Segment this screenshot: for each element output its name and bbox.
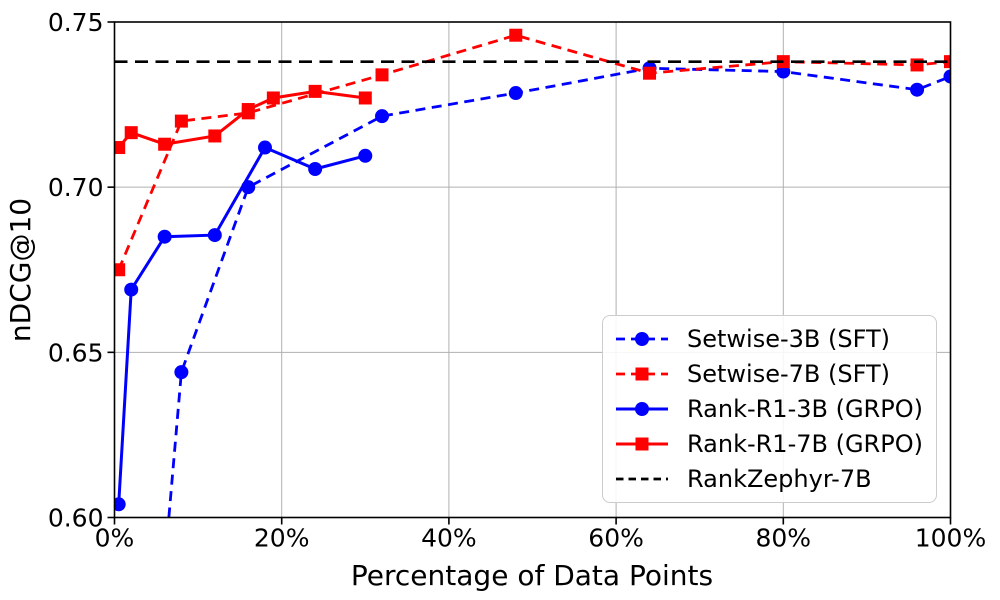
x-tick-label: 80% [756,524,812,553]
x-tick-label: 40% [421,524,477,553]
legend-label: RankZephyr-7B [687,465,872,494]
x-tick-label: 0% [95,524,135,553]
series-rank-r1-7b-grpo [114,84,372,155]
series-rank-r1-3b-grpo [114,140,373,512]
legend-label: Setwise-7B (SFT) [687,359,891,388]
legend-sample-setwise-3b-sft [616,331,668,346]
legend-label: Rank-R1-3B (GRPO) [687,394,923,423]
y-tick-label: 0.65 [48,338,104,367]
legend-sample-rankzephyr-7b [616,477,668,481]
legend-sample-rank-r1-3b-grpo [616,401,668,416]
series-setwise-7b-sft [114,28,951,277]
x-tick-label: 20% [254,524,310,553]
x-axis-label: Percentage of Data Points [351,559,713,592]
legend-item-setwise-7b-sft: Setwise-7B (SFT) [613,357,928,391]
y-tick-label: 0.60 [48,504,104,533]
legend-sample-rank-r1-7b-grpo [616,437,668,451]
x-tick-label: 60% [588,524,644,553]
plot-frame [113,21,952,519]
legend-item-setwise-3b-sft: Setwise-3B (SFT) [613,322,928,356]
y-axis-label: nDCG@10 [4,198,37,342]
legend-label: Rank-R1-7B (GRPO) [687,430,923,459]
legend-item-rank-r1-3b-grpo: Rank-R1-3B (GRPO) [613,392,928,426]
y-tick-label: 0.70 [48,173,104,202]
legend-item-rankzephyr-7b: RankZephyr-7B [613,462,928,496]
legend: Setwise-3B (SFT) Setwise-7B (SFT) Rank-R… [602,315,937,503]
legend-label: Setwise-3B (SFT) [687,324,891,353]
axis-ticks: 0% 20% 40% 60% 80% 100% 0.60 0.65 0.70 0.75 [48,8,986,553]
y-tick-label: 0.75 [48,8,104,37]
legend-item-rank-r1-7b-grpo: Rank-R1-7B (GRPO) [613,427,928,461]
x-tick-label: 100% [915,524,986,553]
legend-sample-setwise-7b-sft [616,367,668,381]
